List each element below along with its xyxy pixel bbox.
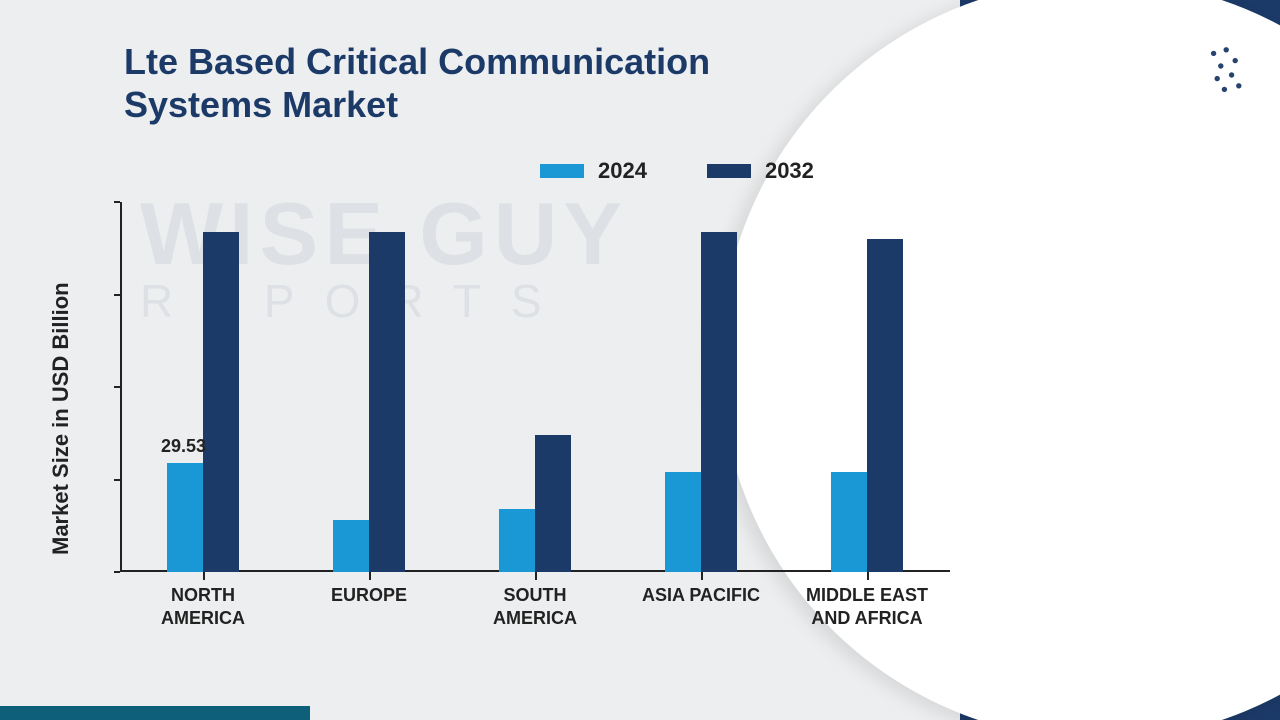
bar-2032: [867, 239, 903, 572]
bar-2024: [831, 472, 867, 572]
x-tick: [535, 572, 537, 580]
bar-2032: [701, 232, 737, 572]
bar-2024: [665, 472, 701, 572]
x-tick: [867, 572, 869, 580]
logo-word-1: WISE: [992, 32, 1097, 74]
category-label: SOUTH AMERICA: [460, 584, 610, 629]
legend-swatch-2032: [707, 164, 751, 178]
legend: 2024 2032: [540, 158, 814, 184]
category-group: SOUTH AMERICA: [452, 202, 618, 572]
bar-value-label: 29.53: [161, 436, 206, 457]
page-title: Lte Based Critical Communication Systems…: [124, 40, 744, 126]
bar-pair: [831, 239, 903, 572]
head-icon: [1174, 30, 1264, 120]
bar-2032: [369, 232, 405, 572]
bar-pair: [665, 232, 737, 572]
legend-swatch-2024: [540, 164, 584, 178]
bar-pair: [333, 232, 405, 572]
category-group: MIDDLE EAST AND AFRICA: [784, 202, 950, 572]
chart: WISE GUY REPORTS Market Size in USD Bill…: [60, 150, 960, 670]
category-group: EUROPE: [286, 202, 452, 572]
bar-2024: [333, 520, 369, 572]
category-label: MIDDLE EAST AND AFRICA: [792, 584, 942, 629]
category-label: NORTH AMERICA: [128, 584, 278, 629]
bar-2024: [499, 509, 535, 572]
bar-pair: [167, 232, 239, 572]
x-tick: [203, 572, 205, 580]
x-tick: [369, 572, 371, 580]
bar-2032: [535, 435, 571, 572]
legend-item-2024: 2024: [540, 158, 647, 184]
bottom-strip: [0, 706, 310, 720]
legend-item-2032: 2032: [707, 158, 814, 184]
category-group: ASIA PACIFIC: [618, 202, 784, 572]
legend-label-2024: 2024: [598, 158, 647, 184]
legend-label-2032: 2032: [765, 158, 814, 184]
x-tick: [701, 572, 703, 580]
y-axis-label: Market Size in USD Billion: [48, 282, 74, 555]
category-label: EUROPE: [294, 584, 444, 607]
category-group: 29.53NORTH AMERICA: [120, 202, 286, 572]
bar-2032: [203, 232, 239, 572]
category-label: ASIA PACIFIC: [626, 584, 776, 607]
bar-pair: [499, 435, 571, 572]
plot-area: 29.53NORTH AMERICAEUROPESOUTH AMERICAASI…: [120, 202, 950, 572]
bar-2024: [167, 463, 203, 572]
